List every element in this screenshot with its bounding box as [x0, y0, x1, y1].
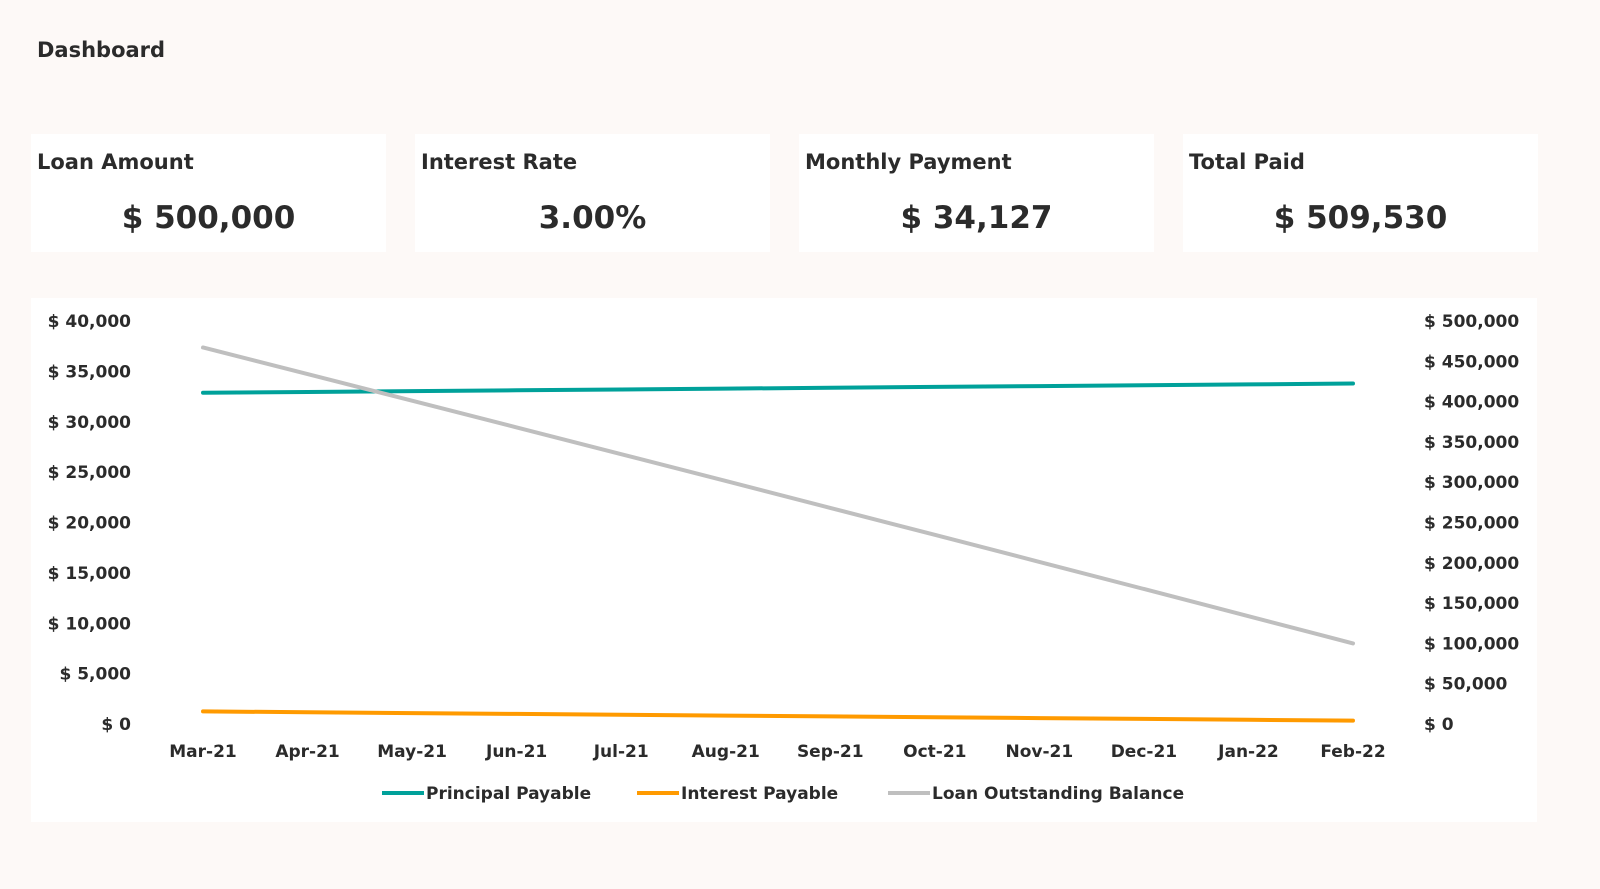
card-label: Loan Amount	[37, 150, 194, 174]
card-value: $ 509,530	[1273, 200, 1448, 236]
x-tick-label: Jun-21	[485, 742, 547, 762]
series-line-principal-payable	[201, 381, 1355, 395]
y-right-tick-label: $ 350,000	[1424, 433, 1519, 453]
legend-label: Interest Payable	[681, 784, 838, 804]
y-left-tick-label: $ 25,000	[48, 463, 132, 483]
x-tick-label: Aug-21	[692, 742, 760, 762]
x-tick-label: Dec-21	[1111, 742, 1177, 762]
series-line-interest-payable	[201, 709, 1355, 723]
y-left-tick-label: $ 0	[101, 715, 131, 735]
y-left-tick-label: $ 15,000	[48, 564, 132, 584]
card-value: $ 34,127	[900, 200, 1053, 236]
y-left-tick-label: $ 40,000	[48, 312, 132, 332]
y-left-tick-label: $ 20,000	[48, 514, 132, 534]
y-right-tick-label: $ 250,000	[1424, 514, 1519, 534]
y-right-tick-label: $ 400,000	[1424, 393, 1519, 413]
x-tick-label: Mar-21	[169, 742, 237, 762]
y-right-tick-label: $ 0	[1424, 715, 1454, 735]
series-line-loan-outstanding-balance	[201, 345, 1355, 646]
y-right-tick-label: $ 500,000	[1424, 312, 1519, 332]
y-left-tick-label: $ 10,000	[48, 614, 132, 634]
y-left-tick-label: $ 35,000	[48, 362, 132, 382]
loan-amount-card: Loan Amount $ 500,000	[31, 134, 386, 252]
card-value: 3.00%	[538, 200, 647, 236]
card-label: Interest Rate	[421, 150, 578, 174]
x-tick-label: Apr-21	[275, 742, 339, 762]
legend-label: Loan Outstanding Balance	[932, 784, 1184, 804]
legend-label: Principal Payable	[426, 784, 591, 804]
x-tick-label: May-21	[377, 742, 447, 762]
y-left-tick-label: $ 5,000	[59, 665, 131, 685]
y-right-tick-label: $ 200,000	[1424, 554, 1519, 574]
page-title: Dashboard	[37, 38, 166, 62]
x-tick-label: Oct-21	[903, 742, 966, 762]
x-tick-label: Sep-21	[797, 742, 864, 762]
y-right-tick-label: $ 450,000	[1424, 352, 1519, 372]
y-right-tick-label: $ 300,000	[1424, 473, 1519, 493]
card-value: $ 500,000	[121, 200, 296, 236]
total-paid-card: Total Paid $ 509,530	[1183, 134, 1538, 252]
y-left-tick-label: $ 30,000	[48, 413, 132, 433]
y-right-tick-label: $ 150,000	[1424, 594, 1519, 614]
monthly-payment-card: Monthly Payment $ 34,127	[799, 134, 1154, 252]
x-tick-label: Nov-21	[1006, 742, 1074, 762]
y-right-tick-label: $ 50,000	[1424, 675, 1508, 695]
interest-rate-card: Interest Rate 3.00%	[415, 134, 770, 252]
x-tick-label: Jul-21	[593, 742, 649, 762]
card-label: Total Paid	[1189, 150, 1305, 174]
x-tick-label: Jan-22	[1217, 742, 1279, 762]
y-right-tick-label: $ 100,000	[1424, 634, 1519, 654]
x-tick-label: Feb-22	[1320, 742, 1385, 762]
card-label: Monthly Payment	[805, 150, 1012, 174]
